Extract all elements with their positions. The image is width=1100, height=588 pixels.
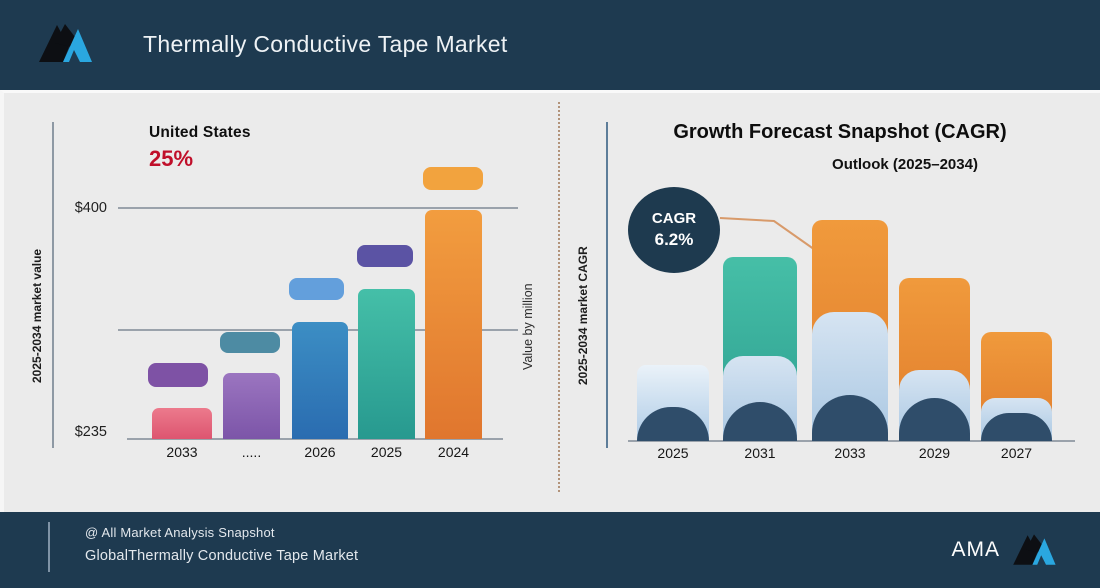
footer-report-line: GlobalThermally Conductive Tape Market xyxy=(85,548,359,564)
y-tick-400: $400 xyxy=(74,200,107,216)
left-x-tick-2025: 2025 xyxy=(370,444,403,460)
footer-source-line: @ All Market Analysis Snapshot xyxy=(85,525,275,540)
header-band: Thermally Conductive Tape Market xyxy=(0,0,1100,90)
left-bar-2033 xyxy=(152,408,212,439)
highlight-percentage: 25% xyxy=(149,146,194,171)
callout-connector-line xyxy=(719,217,819,253)
right-bar-dome-2027 xyxy=(981,413,1052,441)
left-x-tick-2033: 2033 xyxy=(166,444,198,460)
footer-band: @ All Market Analysis Snapshot GlobalThe… xyxy=(0,512,1100,588)
country-label: United States xyxy=(149,124,251,141)
left-x-tick-.....: ..... xyxy=(241,444,262,460)
left-x-axis-line xyxy=(127,438,503,440)
right-x-tick-2025: 2025 xyxy=(657,445,689,461)
footer-brand-text: AMA xyxy=(951,538,1000,561)
page-title: Thermally Conductive Tape Market xyxy=(143,30,508,57)
left-x-tick-2026: 2026 xyxy=(304,444,336,460)
left-chart-header: United States 25% xyxy=(149,124,251,172)
left-y-axis-line xyxy=(52,122,54,448)
right-x-axis-line xyxy=(628,440,1075,442)
panel-divider-dotted-line xyxy=(558,102,560,492)
footer-brand: AMA xyxy=(951,512,1058,588)
left-bar-cap-2025 xyxy=(357,245,413,267)
cagr-badge-label: CAGR xyxy=(651,210,697,227)
gridline-400 xyxy=(118,207,518,209)
left-bar-2026 xyxy=(292,322,348,439)
right-x-tick-2027: 2027 xyxy=(1000,445,1033,461)
right-x-tick-2033: 2033 xyxy=(834,445,866,461)
left-bar-cap-2033 xyxy=(148,363,208,387)
y-tick-235: $235 xyxy=(74,424,107,440)
left-x-tick-2024: 2024 xyxy=(437,444,470,460)
cagr-badge-value: 6.2% xyxy=(654,229,694,249)
left-bar-2025 xyxy=(358,289,415,439)
cagr-badge: CAGR 6.2% xyxy=(628,187,720,273)
ama-mountain-logo-icon xyxy=(36,16,94,71)
left-bar-cap-2024 xyxy=(423,167,483,190)
right-x-tick-2031: 2031 xyxy=(744,445,776,461)
right-chart-title: Growth Forecast Snapshot (CAGR) xyxy=(673,121,1007,143)
left-bar-cap-..... xyxy=(220,332,280,353)
right-chart-subtitle: Outlook (2025–2034) xyxy=(832,156,978,173)
footer-text-block: @ All Market Analysis Snapshot GlobalThe… xyxy=(85,525,358,564)
ama-mountain-logo-icon-footer xyxy=(1010,528,1058,573)
left-bar-cap-2026 xyxy=(289,278,344,300)
left-bar-2024 xyxy=(425,210,482,439)
right-x-tick-2029: 2029 xyxy=(918,445,951,461)
left-bar-..... xyxy=(223,373,280,439)
right-y-axis-line xyxy=(606,122,608,448)
footer-divider-line xyxy=(48,522,50,572)
